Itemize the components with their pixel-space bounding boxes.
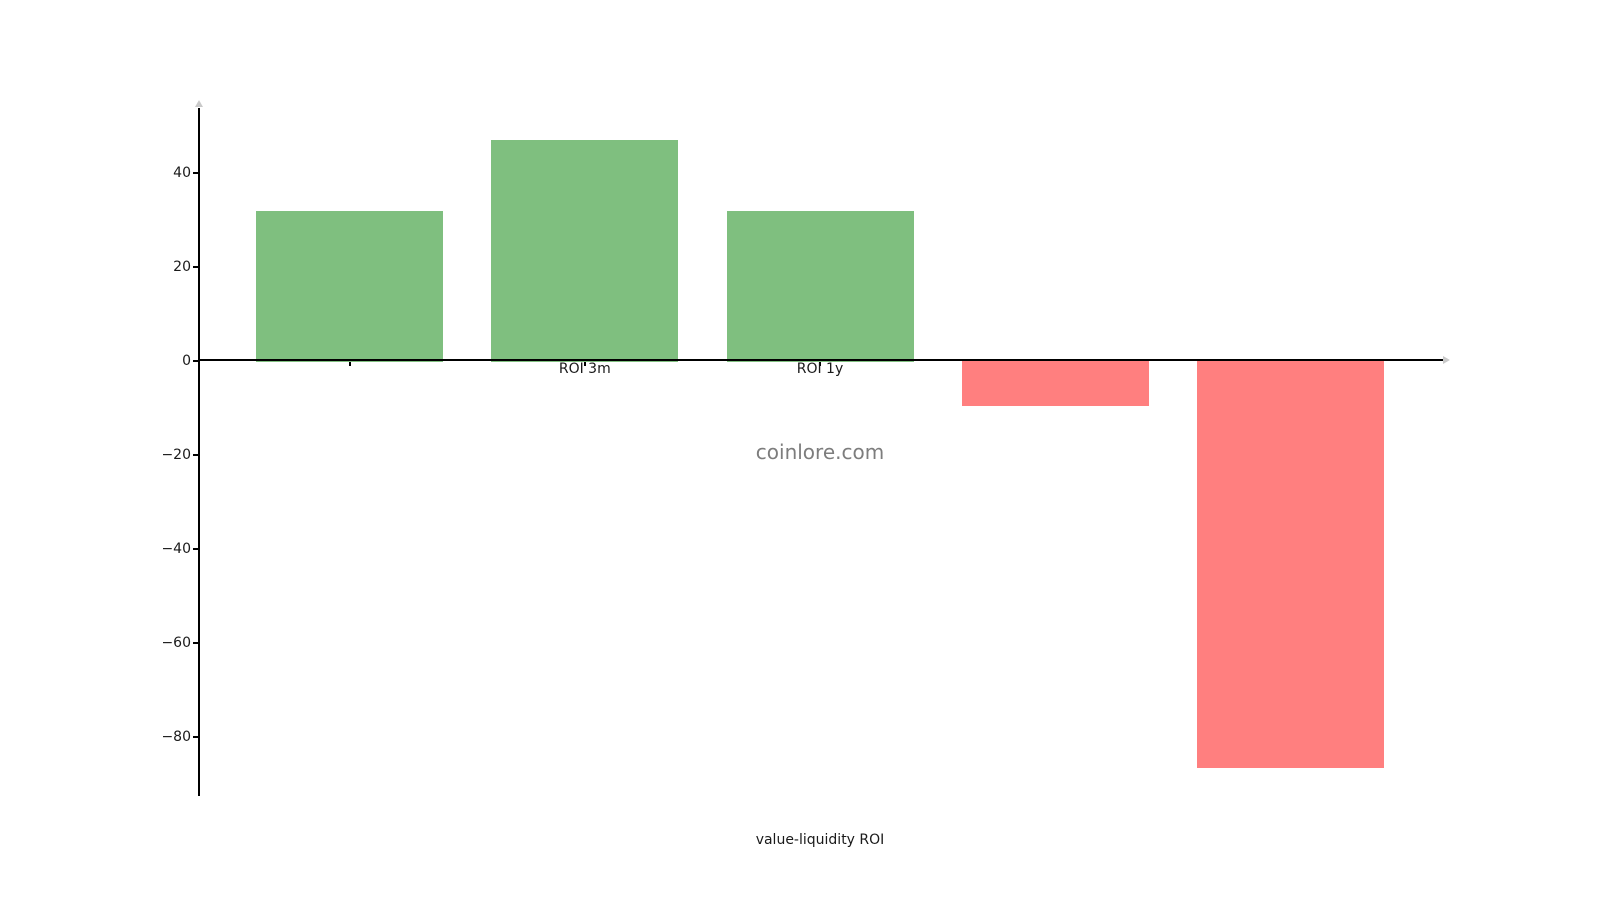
y-tick-label: −60	[161, 635, 191, 652]
y-tick-mark	[193, 171, 199, 174]
y-tick-mark	[193, 265, 199, 268]
x-tick-mark	[583, 361, 586, 366]
y-tick-mark	[193, 454, 199, 457]
bar	[256, 210, 443, 362]
y-axis-line	[198, 108, 200, 796]
watermark-text: coinlore.com	[755, 440, 885, 464]
y-tick-label: −20	[161, 447, 191, 464]
x-tick-mark	[819, 361, 821, 366]
x-tick-label: ROI 3m	[558, 361, 611, 377]
x-tick-label: ROI 1y	[796, 361, 844, 377]
y-tick-label: 40	[173, 164, 191, 181]
x-axis-line	[199, 359, 1443, 361]
bar	[491, 140, 679, 362]
y-tick-label: 20	[173, 258, 191, 275]
bar	[1197, 359, 1384, 768]
y-tick-mark	[193, 548, 199, 551]
y-tick-label: 0	[182, 353, 191, 369]
x-axis-arrow-icon	[1443, 356, 1450, 364]
y-tick-label: −40	[161, 541, 191, 558]
y-tick-label: −80	[161, 729, 191, 746]
y-axis-arrow-icon	[195, 100, 203, 107]
bar	[726, 210, 914, 362]
chart-title: value-liquidity ROI	[755, 832, 885, 848]
bar	[961, 359, 1149, 406]
x-tick-mark	[348, 361, 351, 366]
y-tick-mark	[193, 642, 199, 645]
y-tick-mark	[193, 736, 199, 739]
y-tick-mark	[193, 360, 199, 362]
